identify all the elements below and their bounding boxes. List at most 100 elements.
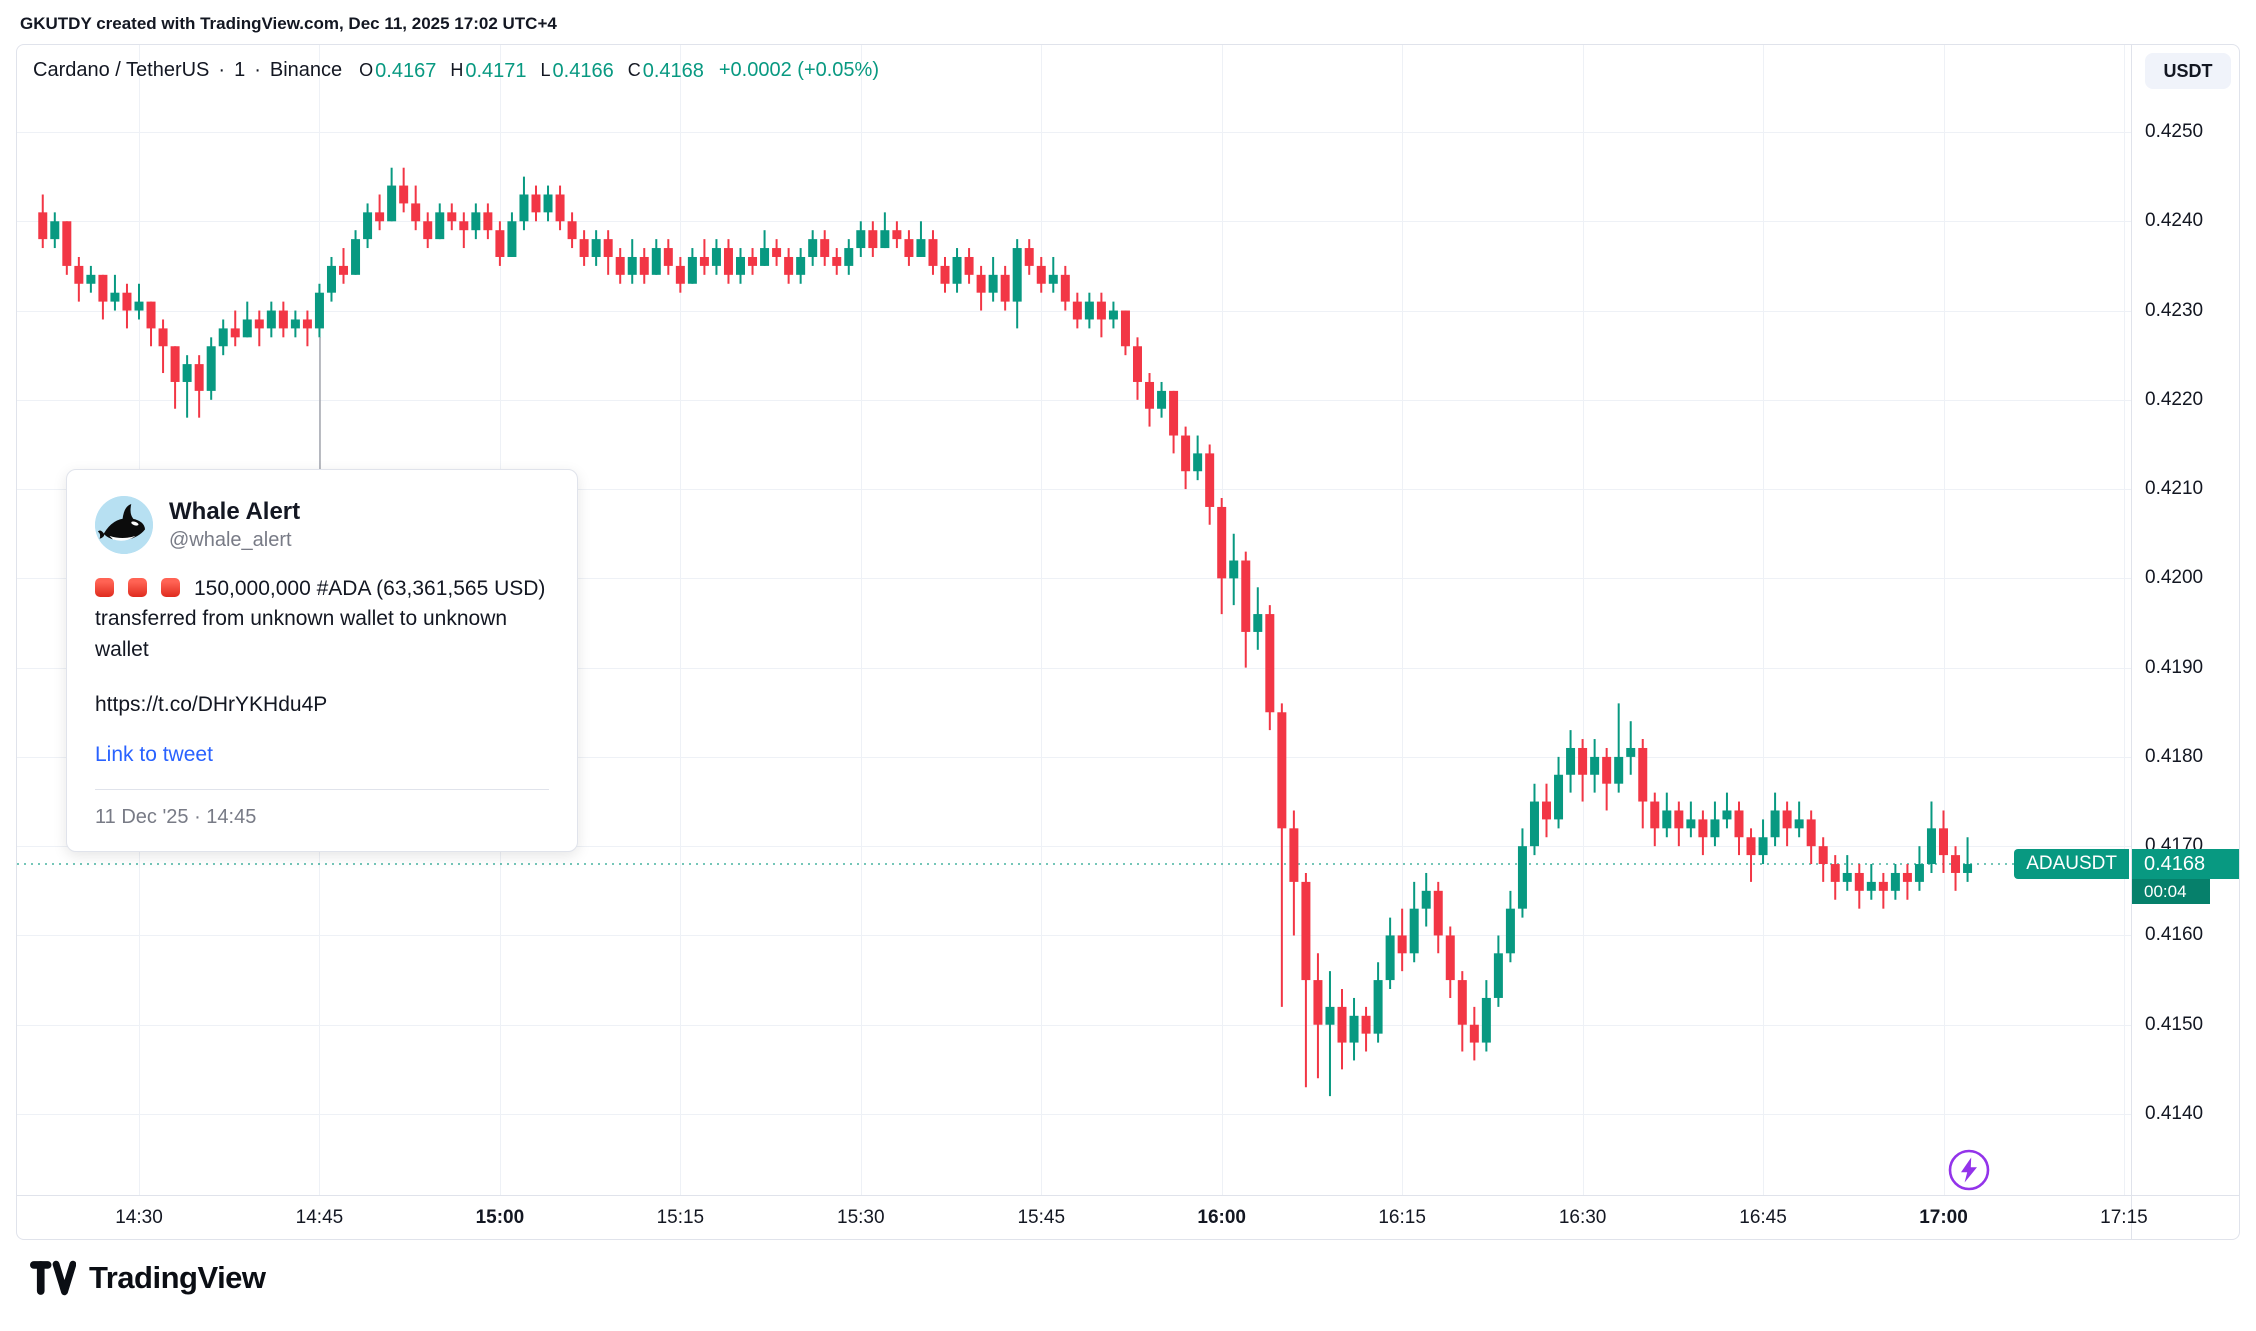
candle [134,283,144,320]
time-axis-label: 16:15 [1378,1207,1426,1228]
time-axis-separator [17,1195,2239,1196]
candle [110,274,120,311]
candle [495,221,505,266]
candle [1108,301,1118,329]
candle [1951,846,1961,891]
candle [820,230,830,266]
candle [555,185,565,231]
candle [976,265,986,311]
candle [1229,533,1239,606]
candle [1469,1006,1479,1061]
tradingview-attribution[interactable]: TradingView [30,1260,266,1296]
candle [916,221,926,257]
candle [242,301,252,338]
candle [1409,881,1419,963]
candle [1758,819,1768,865]
candle [1517,828,1527,918]
candle [278,301,288,338]
legend-separator: · [254,59,261,81]
tooltip-connector-line [319,337,321,469]
candle [1217,498,1227,615]
candle [940,256,950,293]
ohlc-values: O 0.4167 H 0.4171 L 0.4166 C 0.4168 [359,60,704,83]
price-axis-label: 0.4240 [2145,210,2204,232]
candle [1277,703,1287,1007]
candle [1686,801,1696,838]
candle [1890,864,1900,900]
price-axis-label: 0.4190 [2145,656,2204,678]
candle [1926,801,1936,873]
candle [158,319,168,374]
price-axis-label: 0.4140 [2145,1103,2204,1124]
candle [1132,337,1142,400]
candle [218,319,228,356]
link-to-tweet[interactable]: Link to tweet [95,743,213,767]
candle [1902,864,1912,900]
candle [314,283,324,338]
candle [687,248,697,284]
candle [1205,444,1215,525]
low-value: 0.4166 [552,60,614,82]
candle [1505,890,1515,963]
price-axis[interactable]: 0.4250 0.4240 0.4230 0.4220 0.4210 0.4200 0.41… [2132,45,2239,1195]
candle [1337,989,1347,1070]
candle [928,230,938,275]
candle [399,167,409,213]
candle [603,230,613,275]
price-axis-separator [2131,45,2132,1239]
whale-alert-avatar[interactable] [95,496,153,554]
candle [435,203,445,240]
candle [1698,810,1708,856]
candle [639,248,649,284]
symbol-title[interactable]: Cardano / TetherUS [33,59,210,81]
candle [38,194,48,249]
candle [892,221,902,249]
candle [1361,1006,1371,1052]
candle [1614,703,1624,793]
candle [579,230,589,266]
candle [1866,864,1876,900]
candle [1710,801,1720,847]
candle [1120,310,1130,356]
candle [808,230,818,266]
candle [1650,792,1660,847]
candle [1578,739,1588,802]
time-axis[interactable]: 14:30 14:45 15:00 15:15 15:30 15:45 16:00 16:15… [17,1196,2239,1239]
candle [675,256,685,293]
candle [699,239,709,275]
candle [1674,801,1684,847]
candle [230,310,240,347]
candle [1782,801,1792,847]
candle [302,310,312,347]
price-axis-label: 0.4220 [2145,388,2204,410]
time-axis-label: 15:00 [475,1207,525,1228]
candle [447,203,457,231]
candle [1554,756,1564,829]
candle [146,301,156,347]
candle [1421,872,1431,927]
candle [1878,872,1888,909]
candle [1012,239,1022,329]
candle [62,221,72,275]
realtime-lightning-icon[interactable] [1946,1147,1992,1193]
candle [1301,872,1311,1088]
candle [856,221,866,257]
candle [1000,265,1010,311]
candle [170,346,180,409]
candle [182,355,192,418]
candle [339,248,349,284]
time-axis-label: 14:45 [295,1207,344,1228]
candle [98,274,108,320]
interval-label: 1 [234,59,246,81]
candle [1072,292,1082,329]
time-axis-label: 15:45 [1017,1207,1066,1228]
time-axis-label: 16:00 [1197,1207,1246,1228]
chart-widget: Cardano / TetherUS · 1 · Binance O 0.4167… [16,44,2240,1240]
candle [1529,783,1539,856]
open-value: 0.4167 [375,60,437,82]
tweet-timestamp: 11 Dec '25 · 14:45 [95,806,257,829]
currency-toggle-button[interactable]: USDT [2145,53,2231,89]
candle [1433,881,1443,954]
candle [1794,801,1804,838]
candle [1060,265,1070,311]
